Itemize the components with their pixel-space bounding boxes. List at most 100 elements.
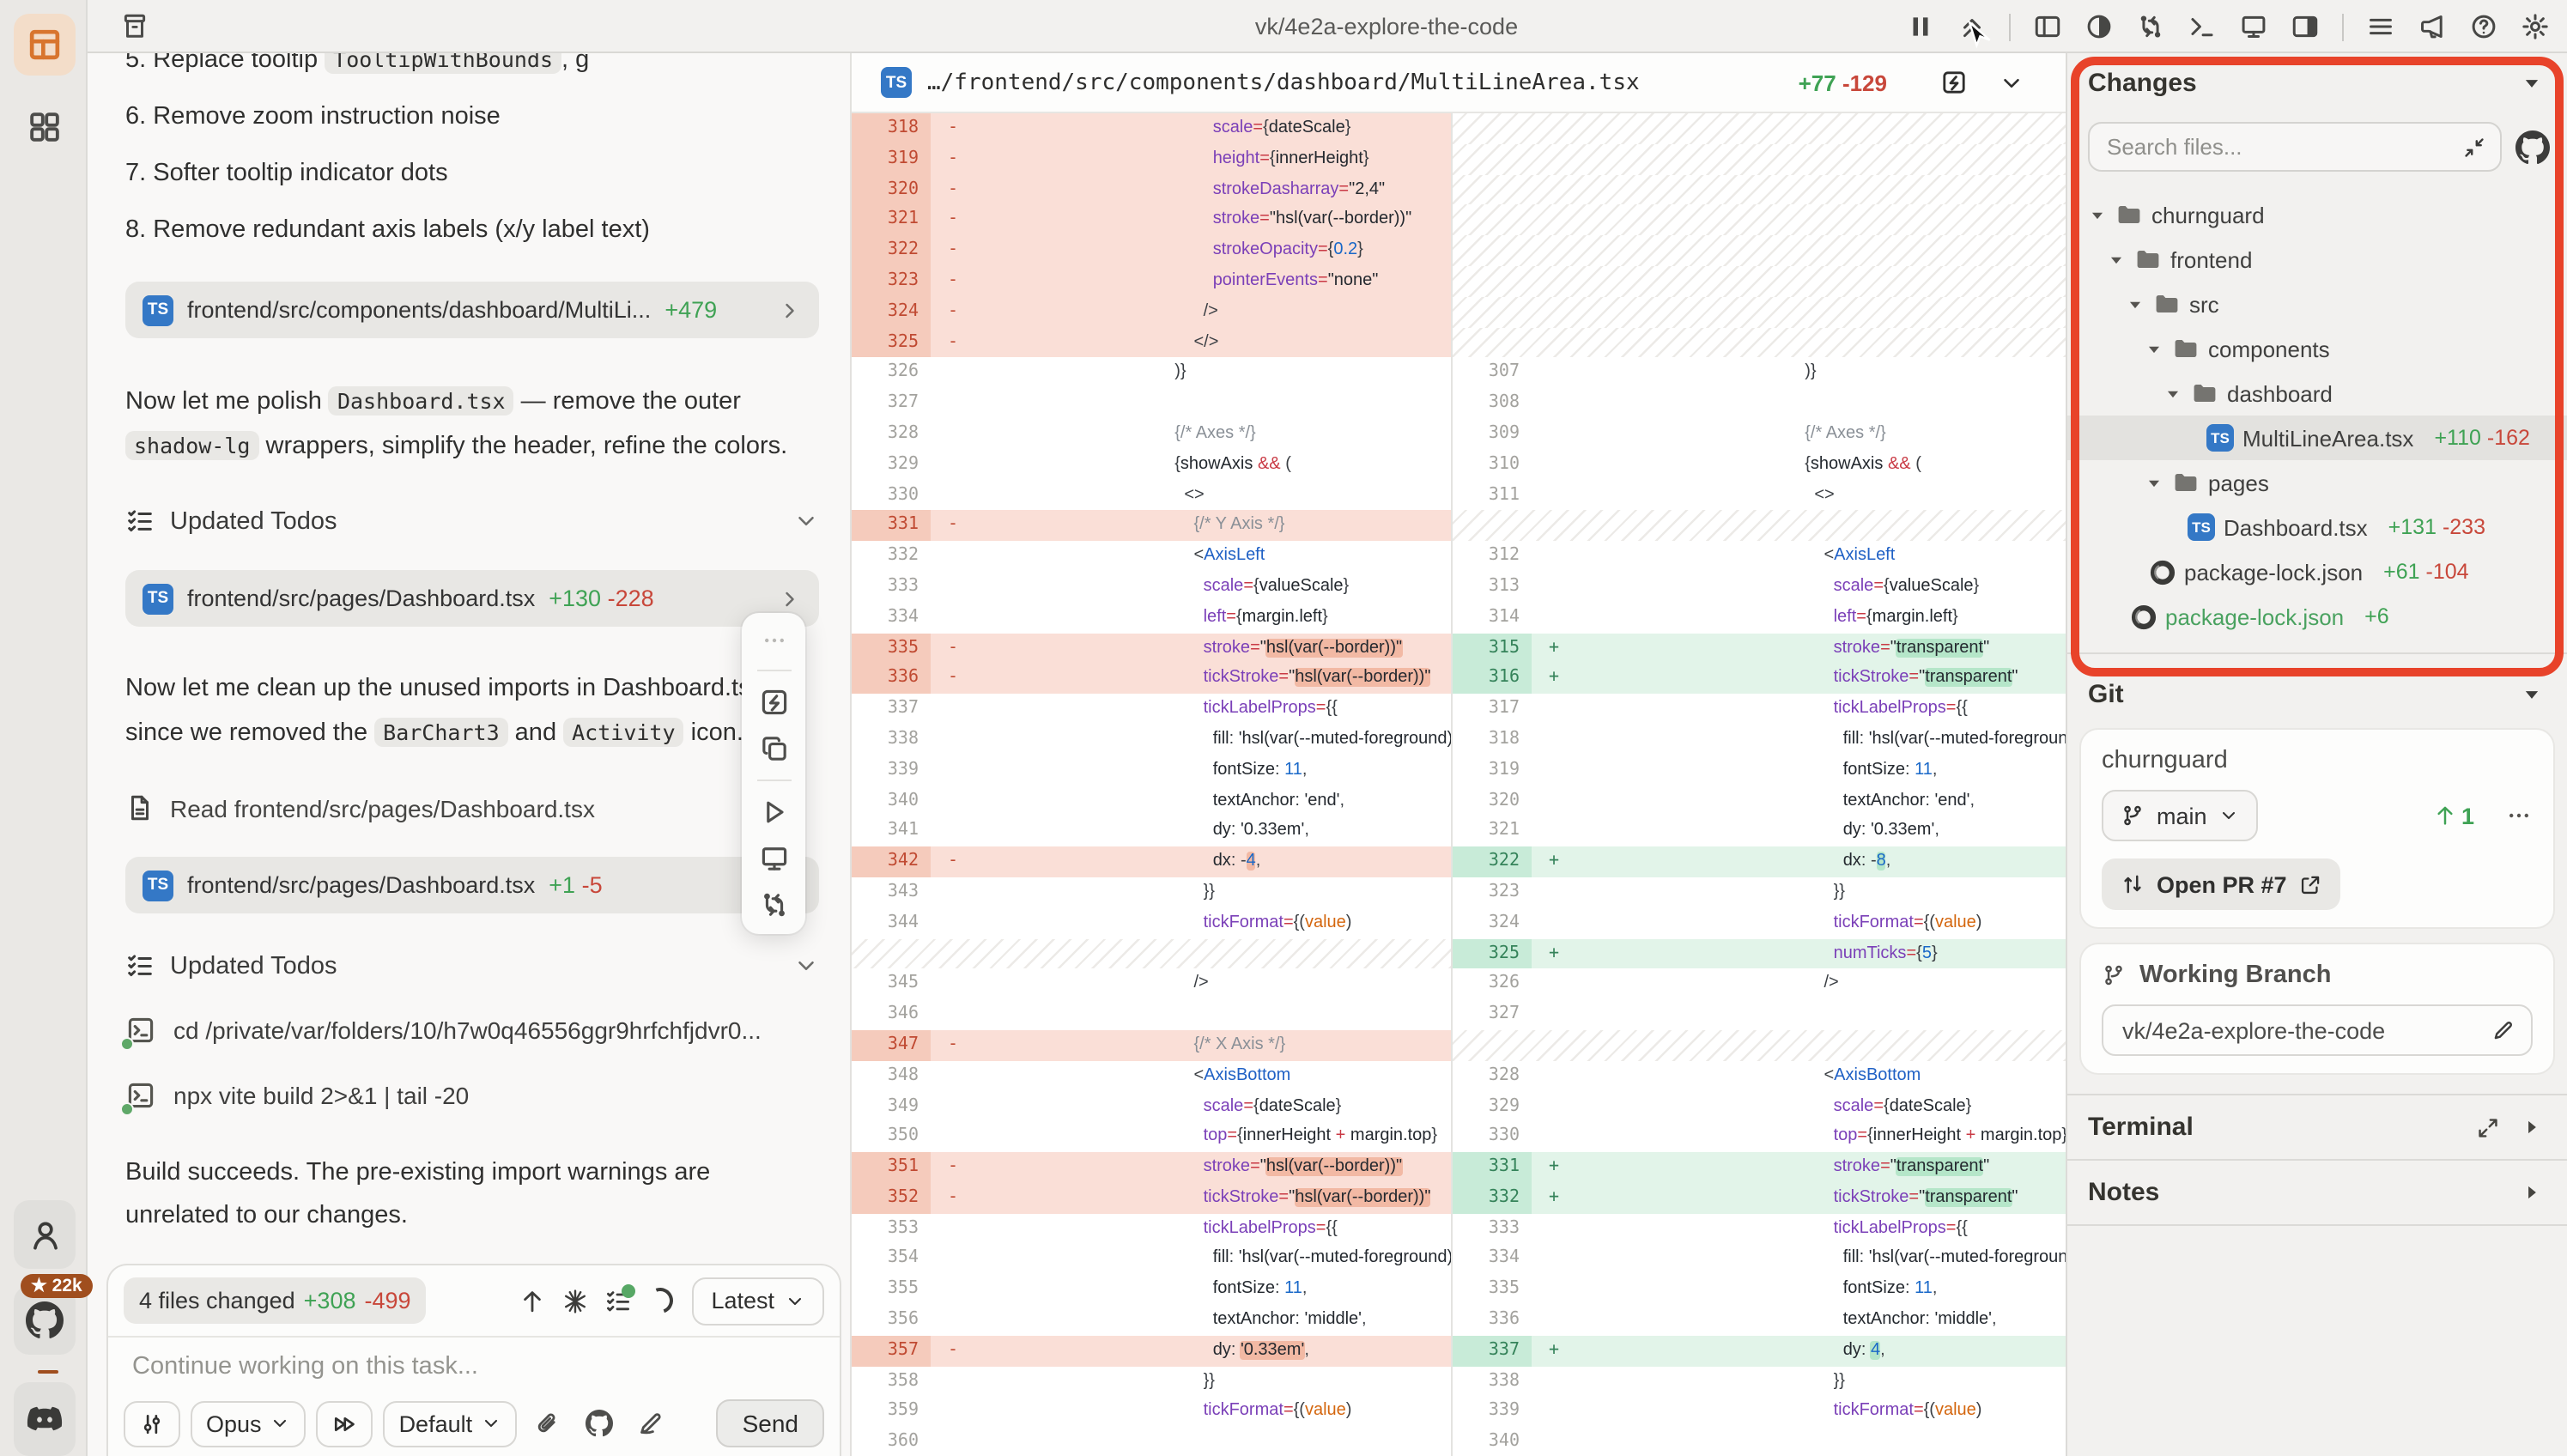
sparkle-button[interactable] [561, 1287, 589, 1314]
notes-section-header[interactable]: Notes [2067, 1161, 2567, 1224]
settings-button[interactable] [124, 1400, 180, 1447]
gear-icon[interactable] [2521, 12, 2550, 41]
tree-item-multilinearea.tsx[interactable]: TSMultiLineArea.tsx+110 -162 [2067, 416, 2567, 460]
panel-left-icon[interactable] [2033, 12, 2062, 41]
caret-down-icon[interactable] [2145, 473, 2163, 492]
terminal-prompt-icon[interactable] [2188, 12, 2217, 41]
collapse-tree-icon[interactable] [2462, 135, 2486, 159]
tool-call-row[interactable]: Read frontend/src/pages/Dashboard.tsx [125, 793, 819, 822]
line-number: 359 [852, 1397, 931, 1428]
edit-style-button[interactable] [637, 1410, 665, 1437]
tree-item-churnguard[interactable]: churnguard [2067, 192, 2567, 237]
chat-input[interactable] [129, 1351, 819, 1382]
file-change-chip[interactable]: TSfrontend/src/pages/Dashboard.tsx+1 -5 [125, 857, 819, 913]
github-action-button[interactable] [586, 1410, 613, 1437]
tree-item-dashboard[interactable]: dashboard [2067, 371, 2567, 416]
chevron-down-icon[interactable] [1999, 70, 2024, 95]
caret-down-icon[interactable] [2126, 294, 2145, 313]
diff-pane-old: 344 tickFormat={(value) [852, 907, 1451, 938]
send-button[interactable]: Send [717, 1399, 824, 1447]
diff-sign [931, 938, 975, 969]
diff-pane-new: 324 tickFormat={(value) [1451, 907, 2066, 938]
git-section-header[interactable]: Git [2067, 664, 2567, 723]
git-more-button[interactable] [2505, 802, 2533, 829]
file-change-chip[interactable]: TSfrontend/src/pages/Dashboard.tsx+130 -… [125, 570, 819, 627]
terminal-command-row[interactable]: cd /private/var/folders/10/h7w0q46556ggr… [125, 1015, 819, 1046]
caret-down-icon[interactable] [2107, 250, 2126, 269]
search-input[interactable] [2103, 132, 2452, 161]
mode-dropdown[interactable]: Default [384, 1400, 518, 1447]
workspace-tile-button[interactable] [14, 14, 76, 76]
pause-icon[interactable] [1906, 12, 1935, 41]
pencil-icon[interactable] [2491, 1018, 2515, 1042]
expand-icon[interactable] [2476, 1115, 2500, 1139]
inline-code: TooltipWithBounds [325, 53, 561, 74]
copy-button[interactable] [758, 733, 789, 764]
tree-item-pages[interactable]: pages [2067, 460, 2567, 505]
terminal-command-row[interactable]: npx vite build 2>&1 | tail -20 [125, 1080, 819, 1111]
drag-handle[interactable] [760, 627, 787, 654]
tree-item-package-lock.json[interactable]: package-lock.json+61 -104 [2067, 549, 2567, 594]
discord-button[interactable] [14, 1382, 76, 1456]
working-branch-input[interactable] [2119, 1016, 2479, 1045]
compare-button[interactable] [758, 889, 789, 920]
changed-files-tree[interactable]: churnguardfrontendsrccomponentsdashboard… [2067, 192, 2567, 639]
diff-scroll-area[interactable]: 318- scale={dateScale}319- height={inner… [852, 113, 2066, 1456]
tree-item-frontend[interactable]: frontend [2067, 237, 2567, 282]
files-changed-chip[interactable]: 4 files changed +308 -499 [124, 1277, 427, 1324]
file-change-chip[interactable]: TSfrontend/src/components/dashboard/Mult… [125, 282, 819, 338]
diff-pane-new: 321 dy: '0.33em', [1451, 816, 2066, 847]
chevrons-up-icon[interactable] [1957, 12, 1987, 41]
model-dropdown[interactable]: Opus [191, 1400, 306, 1447]
pull-request-icon [2121, 872, 2145, 896]
attach-button[interactable] [534, 1410, 561, 1437]
updated-todos-row[interactable]: Updated Todos [125, 951, 819, 980]
diff-sign [931, 388, 975, 419]
panel-right-icon[interactable] [2291, 12, 2320, 41]
base-branch-dropdown[interactable]: main [2102, 790, 2259, 841]
help-circle-icon[interactable] [2469, 12, 2498, 41]
line-number: 327 [852, 388, 931, 419]
diff-row: 343 }}323 }} [852, 877, 2066, 908]
menu-icon[interactable] [2366, 12, 2395, 41]
file-search-box[interactable] [2088, 122, 2502, 172]
line-number: 337 [1453, 1336, 1532, 1367]
open-pr-button[interactable]: Open PR #7 [2102, 858, 2340, 910]
diff-sign [931, 1397, 975, 1428]
line-number: 360 [852, 1428, 931, 1456]
tree-item-package-lock.json[interactable]: package-lock.json+6 [2067, 594, 2567, 639]
contrast-icon[interactable] [2085, 12, 2114, 41]
diff-pane-old: 347- {/* X Axis */} [852, 1030, 1451, 1061]
git-compare-icon[interactable] [2136, 12, 2165, 41]
todos-button[interactable] [604, 1287, 632, 1314]
diff-mode-icon[interactable] [1940, 69, 1968, 96]
updated-todos-row[interactable]: Updated Todos [125, 507, 819, 536]
line-number: 345 [852, 969, 931, 1000]
chat-scroll-area[interactable]: 5. Replace tooltip TooltipWithBounds, g6… [88, 53, 850, 1264]
monitor-icon[interactable] [2239, 12, 2268, 41]
triangle-down-icon [2521, 71, 2543, 94]
diff-view-button[interactable] [758, 687, 789, 718]
inline-code: shadow-lg [125, 431, 258, 460]
fast-forward-button[interactable] [317, 1400, 373, 1447]
tree-item-components[interactable]: components [2067, 326, 2567, 371]
github-icon[interactable] [2515, 130, 2550, 164]
tree-item-dashboard.tsx[interactable]: TSDashboard.tsx+131 -233 [2067, 505, 2567, 549]
tree-item-name: package-lock.json [2184, 559, 2363, 585]
tree-item-src[interactable]: src [2067, 282, 2567, 326]
code-line: )} [975, 358, 1451, 389]
grid-view-button[interactable] [24, 106, 65, 148]
changes-section-header[interactable]: Changes [2067, 53, 2567, 112]
account-button[interactable] [14, 1200, 76, 1269]
megaphone-icon[interactable] [2418, 12, 2447, 41]
diff-pane-new: 317 tickLabelProps={{ [1451, 694, 2066, 725]
preview-button[interactable] [758, 843, 789, 874]
terminal-section-header[interactable]: Terminal [2067, 1095, 2567, 1159]
code-line [1576, 144, 2066, 175]
latest-dropdown[interactable]: Latest [692, 1277, 824, 1325]
scroll-to-top-button[interactable] [519, 1287, 546, 1314]
caret-down-icon[interactable] [2163, 384, 2182, 403]
caret-down-icon[interactable] [2145, 339, 2163, 358]
run-button[interactable] [758, 797, 789, 828]
caret-down-icon[interactable] [2088, 205, 2107, 224]
